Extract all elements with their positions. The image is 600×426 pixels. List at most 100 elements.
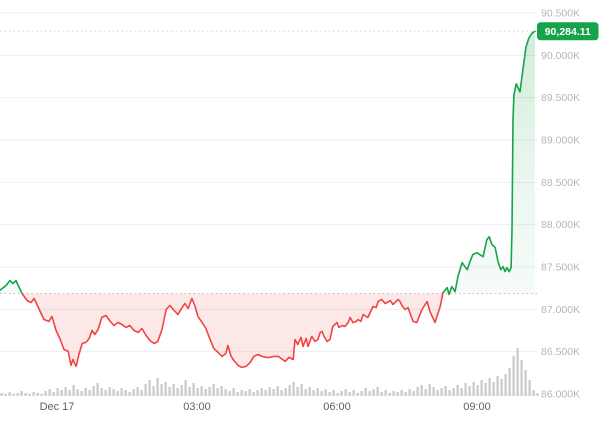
volume-bar (284, 388, 287, 396)
volume-bar (12, 394, 15, 396)
volume-bar (496, 376, 499, 396)
y-axis-label: 87.500K (541, 262, 580, 274)
volume-bar (332, 390, 335, 396)
volume-bar (308, 387, 311, 396)
volume-bar (196, 388, 199, 396)
volume-bar (152, 386, 155, 396)
volume-bar (292, 382, 295, 396)
x-axis-label: Dec 17 (40, 401, 75, 413)
volume-bar (280, 390, 283, 396)
volume-bar (116, 391, 119, 396)
volume-bar (500, 379, 503, 396)
volume-bar (160, 384, 163, 396)
volume-bar (296, 387, 299, 396)
volume-bar (100, 388, 103, 396)
volume-bar (304, 389, 307, 396)
volume-bar (536, 393, 539, 396)
volume-bar (156, 378, 159, 396)
volume-bar (96, 383, 99, 396)
volume-bar (16, 393, 19, 396)
volume-bar (80, 391, 83, 396)
gridlines (0, 12, 537, 395)
volume-bar (192, 383, 195, 396)
volume-bar (60, 390, 63, 396)
volume-bar (320, 391, 323, 396)
volume-bar (168, 387, 171, 396)
volume-bar (180, 385, 183, 396)
volume-bar (348, 392, 351, 396)
volume-bar (224, 389, 227, 396)
volume-bar (52, 392, 55, 396)
volume-bar (344, 389, 347, 396)
volume-bar (532, 390, 535, 396)
volume-bar (428, 384, 431, 396)
volume-bar (0, 393, 3, 396)
volume-bar (164, 382, 167, 396)
volume-bar (512, 356, 515, 396)
volume-bar (148, 380, 151, 396)
volume-bar (220, 386, 223, 396)
volume-bar (256, 390, 259, 396)
volume-bar (132, 389, 135, 396)
volume-bar (436, 390, 439, 396)
volume-bar (352, 390, 355, 396)
volume-bar (432, 387, 435, 396)
area-fill-up (0, 31, 535, 294)
volume-bar (228, 391, 231, 396)
volume-bar (84, 388, 87, 396)
price-badge-bg (537, 22, 599, 41)
volume-bar (408, 389, 411, 396)
price-badge-text: 90,284.11 (545, 26, 591, 38)
volume-bar (140, 390, 143, 396)
volume-bar (404, 392, 407, 396)
volume-bar (48, 389, 51, 396)
volume-bar (104, 390, 107, 396)
volume-bar (184, 380, 187, 396)
volume-bar (92, 386, 95, 396)
volume-bar (400, 390, 403, 396)
volume-bar (356, 393, 359, 396)
price-line-down (21, 293, 451, 369)
volume-bar (380, 392, 383, 396)
volume-bar (452, 388, 455, 396)
volume-bar (248, 389, 251, 396)
volume-bar (328, 392, 331, 396)
volume-bar (364, 388, 367, 396)
volume-bars (0, 348, 539, 396)
volume-bar (8, 392, 11, 396)
volume-bar (476, 385, 479, 396)
volume-bar (392, 391, 395, 396)
volume-bar (376, 387, 379, 396)
volume-bar (176, 388, 179, 396)
x-axis-label: 06:00 (323, 401, 351, 413)
volume-bar (208, 387, 211, 396)
volume-bar (416, 387, 419, 396)
volume-bar (420, 385, 423, 396)
volume-bar (472, 382, 475, 396)
volume-bar (200, 386, 203, 396)
volume-bar (448, 390, 451, 396)
volume-bar (204, 389, 207, 396)
volume-bar (492, 382, 495, 396)
y-axis-label: 86.000K (541, 389, 580, 401)
volume-bar (516, 348, 519, 396)
volume-bar (20, 391, 23, 396)
volume-bar (212, 384, 215, 396)
volume-bar (316, 388, 319, 396)
volume-bar (28, 394, 31, 396)
volume-bar (456, 385, 459, 396)
volume-bar (388, 393, 391, 396)
volume-bar (528, 380, 531, 396)
volume-bar (88, 390, 91, 396)
volume-bar (236, 392, 239, 396)
volume-bar (288, 385, 291, 396)
volume-bar (396, 392, 399, 396)
volume-bar (480, 380, 483, 396)
volume-bar (244, 391, 247, 396)
volume-bar (412, 391, 415, 396)
volume-bar (368, 391, 371, 396)
y-axis-label: 87.000K (541, 304, 580, 316)
volume-bar (276, 386, 279, 396)
price-line-up (0, 30, 536, 294)
